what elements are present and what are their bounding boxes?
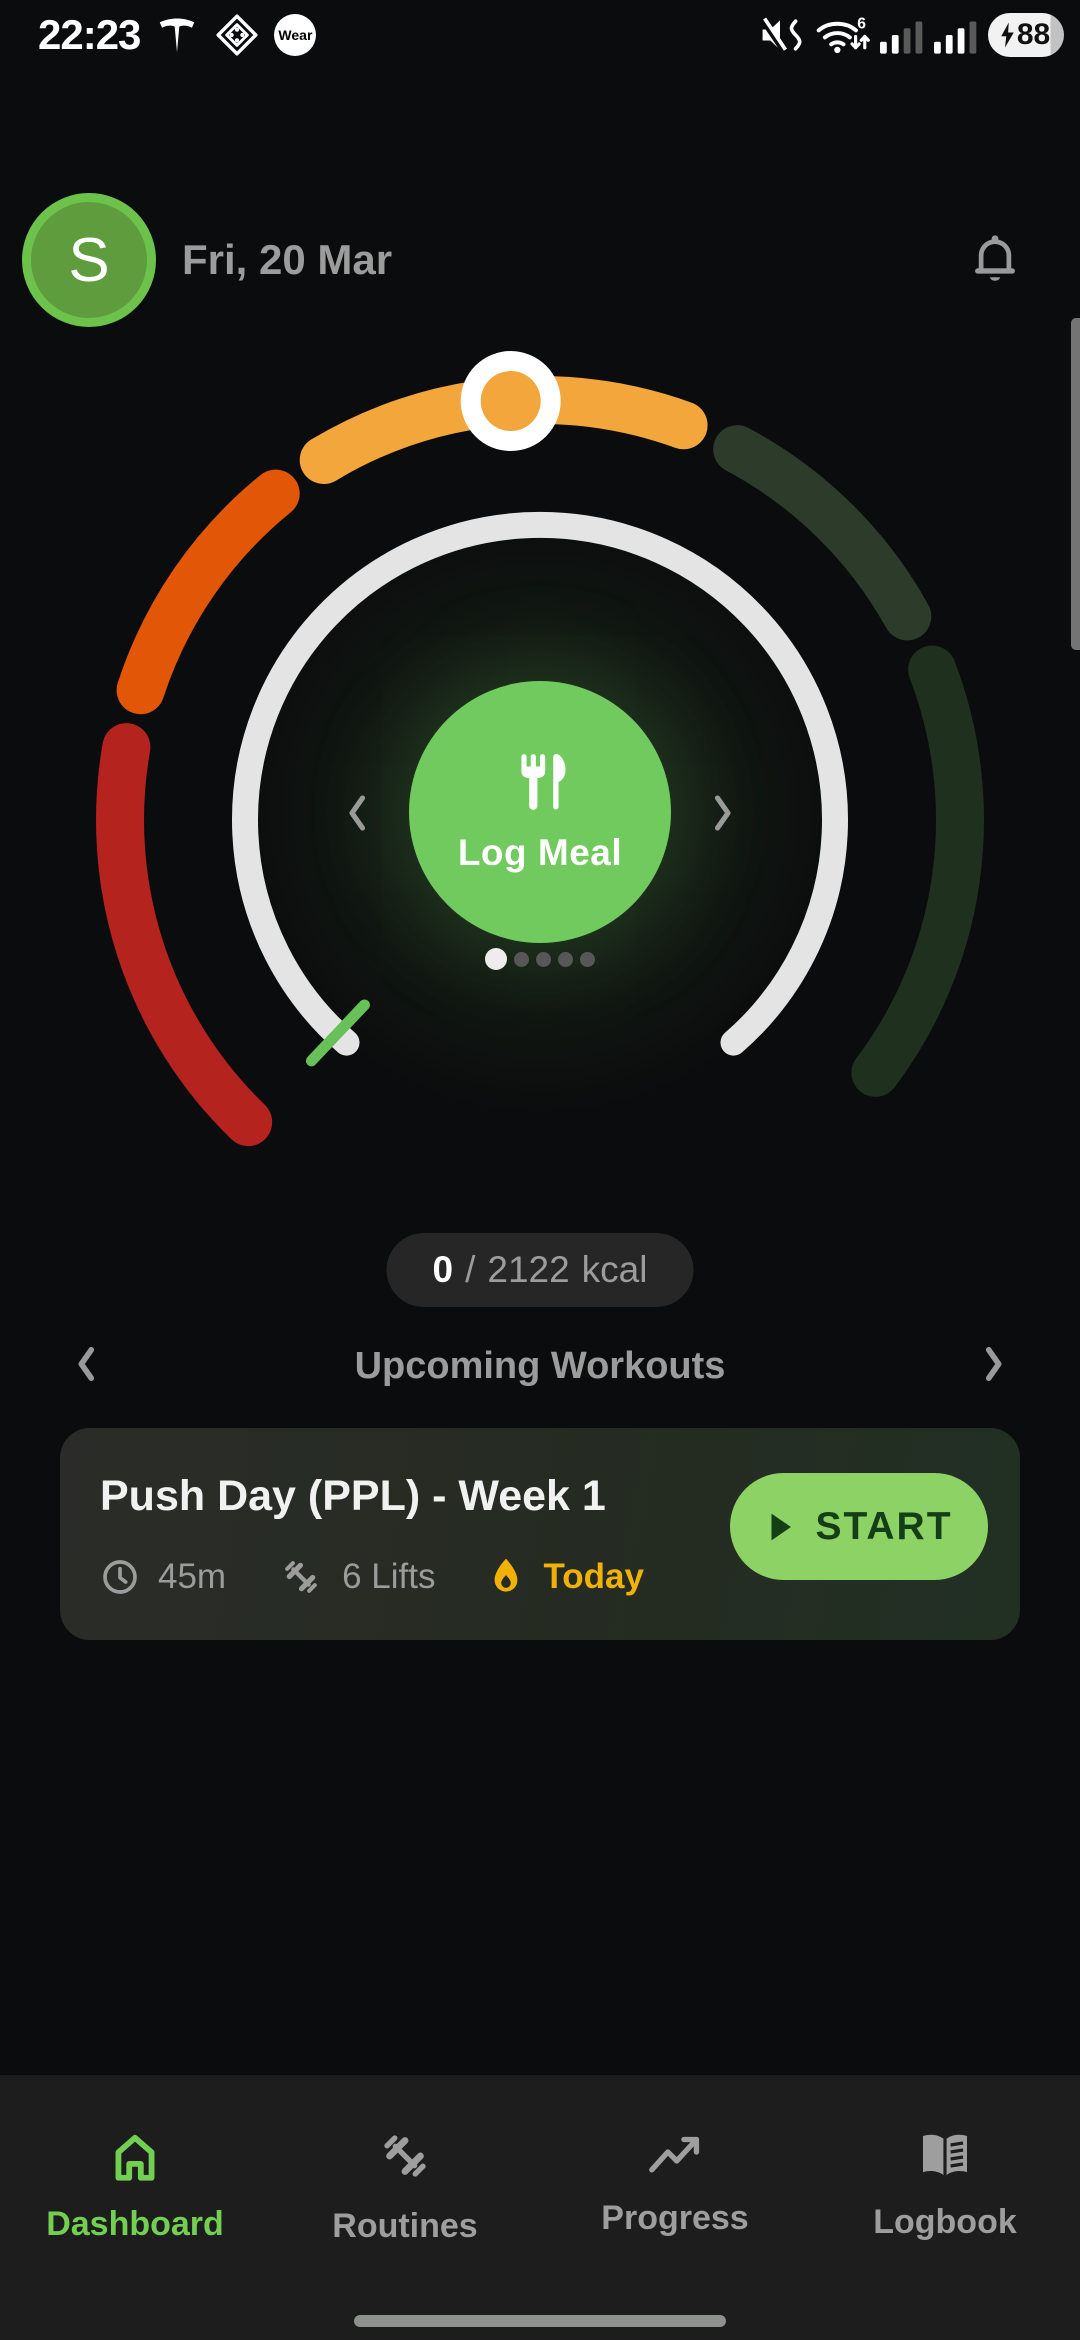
bottom-nav: Dashboard Routines Progress: [0, 2075, 1080, 2340]
status-bar-right: 6 88: [756, 12, 1064, 58]
calories-unit: kcal: [581, 1249, 648, 1290]
wear-os-badge: Wear: [274, 14, 317, 56]
log-meal-label: Log Meal: [457, 832, 623, 873]
carousel-dot-2[interactable]: [536, 951, 551, 967]
carousel-dot-1[interactable]: [514, 951, 529, 967]
workout-duration: 45m: [158, 1557, 227, 1596]
calories-consumed: 0: [432, 1249, 454, 1290]
upcoming-workouts-title: Upcoming Workouts: [354, 1344, 726, 1387]
avatar-initial: S: [68, 225, 110, 295]
nav-item-routines[interactable]: Routines: [270, 2075, 540, 2340]
workouts-next-chevron[interactable]: [976, 1340, 1010, 1391]
clock-time: 22:23: [38, 11, 141, 58]
status-bar: 22:23 Wear: [0, 8, 1080, 62]
play-icon: [771, 1513, 792, 1540]
workout-meta: 45m 6 Lifts Today: [100, 1554, 644, 1600]
trending-up-icon: [649, 2136, 700, 2173]
gauge-knob[interactable]: [460, 351, 561, 452]
status-bar-left: 22:23 Wear: [38, 11, 317, 59]
tesla-notification-icon: [160, 18, 195, 53]
workout-schedule-badge: Today: [543, 1557, 644, 1596]
dumbbell-icon: [285, 1561, 317, 1593]
book-icon: [923, 2134, 967, 2175]
calories-separator: /: [465, 1249, 476, 1290]
calories-goal: 2122: [487, 1249, 570, 1290]
mute-vibrate-icon: [759, 17, 802, 52]
carousel-dot-0[interactable]: [485, 948, 507, 970]
gauge-prev-chevron[interactable]: [334, 782, 382, 844]
home-icon: [115, 2134, 155, 2181]
dumbbell-nav-icon: [384, 2135, 426, 2177]
gesture-bar[interactable]: [354, 2315, 726, 2327]
fork-knife-icon: [521, 753, 566, 810]
gauge-knob-center: [480, 371, 541, 432]
log-meal-button[interactable]: Log Meal: [409, 681, 671, 943]
workout-lifts: 6 Lifts: [342, 1557, 436, 1596]
calorie-summary-pill: 0 / 2122 kcal: [386, 1233, 694, 1307]
start-workout-button[interactable]: START: [730, 1473, 988, 1580]
battery-percent: 88: [1016, 18, 1051, 51]
carousel-dot-3[interactable]: [558, 951, 573, 967]
workout-card[interactable]: Push Day (PPL) - Week 1 45m 6 Lifts: [60, 1428, 1020, 1640]
diamond-notification-icon: [216, 14, 258, 56]
nav-item-logbook[interactable]: Logbook: [810, 2075, 1080, 2340]
signal-sim2-icon: [934, 21, 977, 54]
notification-bell-icon[interactable]: [968, 232, 1022, 288]
clock-icon: [103, 1560, 137, 1594]
wifi-6-icon: 6: [816, 15, 870, 54]
scrollbar-thumb[interactable]: [1071, 318, 1080, 650]
nav-item-dashboard[interactable]: Dashboard: [0, 2075, 270, 2340]
svg-text:6: 6: [857, 15, 866, 32]
flame-icon: [495, 1558, 518, 1592]
gauge-segment-dark-green-lower: [851, 645, 984, 1097]
date-label: Fri, 20 Mar: [182, 236, 393, 283]
signal-sim1-icon: [880, 21, 923, 54]
gauge-next-chevron[interactable]: [698, 782, 746, 844]
upcoming-workouts-header: Upcoming Workouts: [0, 1336, 1080, 1396]
charging-bolt-icon: [1001, 22, 1014, 48]
start-label: START: [815, 1504, 953, 1548]
workout-title: Push Day (PPL) - Week 1: [100, 1472, 606, 1520]
header: S Fri, 20 Mar: [22, 193, 1058, 327]
battery-indicator: 88: [988, 13, 1064, 57]
workouts-prev-chevron[interactable]: [70, 1340, 104, 1391]
carousel-dots[interactable]: [0, 948, 1080, 970]
nav-item-progress[interactable]: Progress: [540, 2075, 810, 2340]
avatar[interactable]: S: [22, 193, 156, 327]
carousel-dot-4[interactable]: [580, 951, 595, 967]
gauge-segment-amber: [299, 376, 708, 484]
